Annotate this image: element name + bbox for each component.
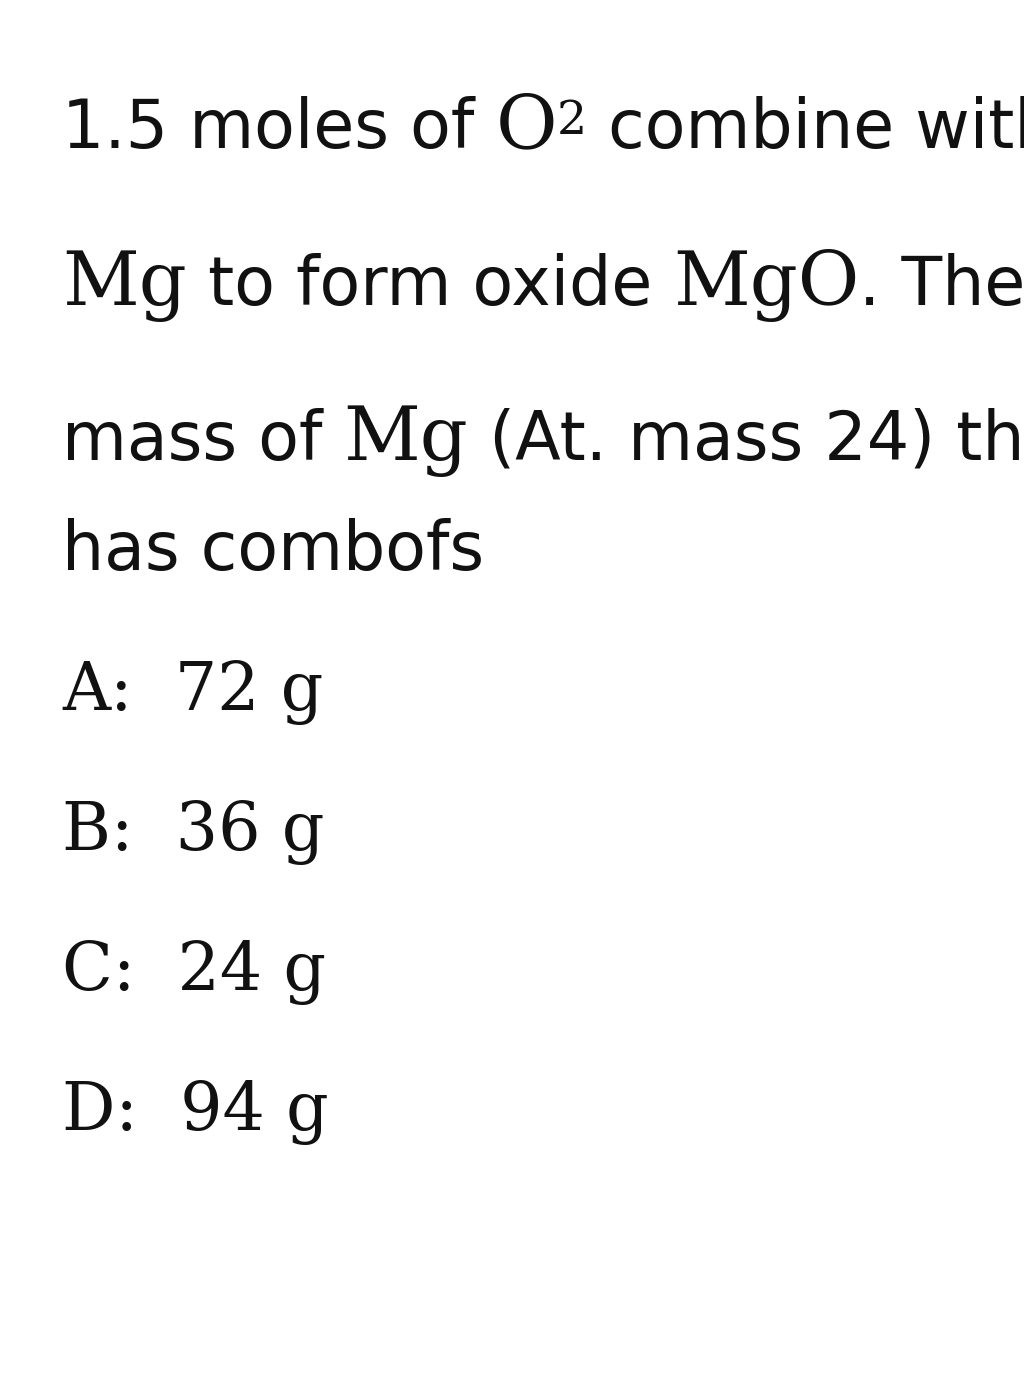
Text: . The: . The xyxy=(859,253,1024,318)
Text: has combofs: has combofs xyxy=(62,518,484,584)
Text: MgO: MgO xyxy=(673,249,859,322)
Text: A:  72 g: A: 72 g xyxy=(62,660,324,726)
Text: 2: 2 xyxy=(557,99,587,145)
Text: (At. mass 24) that: (At. mass 24) that xyxy=(468,409,1024,474)
Text: 1.5 moles of: 1.5 moles of xyxy=(62,96,496,163)
Text: D:  94 g: D: 94 g xyxy=(62,1080,329,1145)
Text: B:  36 g: B: 36 g xyxy=(62,799,325,865)
Text: Mg: Mg xyxy=(343,404,468,477)
Text: Mg: Mg xyxy=(62,249,186,322)
Text: combine with: combine with xyxy=(587,96,1024,163)
Text: C:  24 g: C: 24 g xyxy=(62,940,326,1005)
Text: O: O xyxy=(496,90,557,164)
Text: mass of: mass of xyxy=(62,409,343,474)
Text: to form oxide: to form oxide xyxy=(186,253,673,318)
